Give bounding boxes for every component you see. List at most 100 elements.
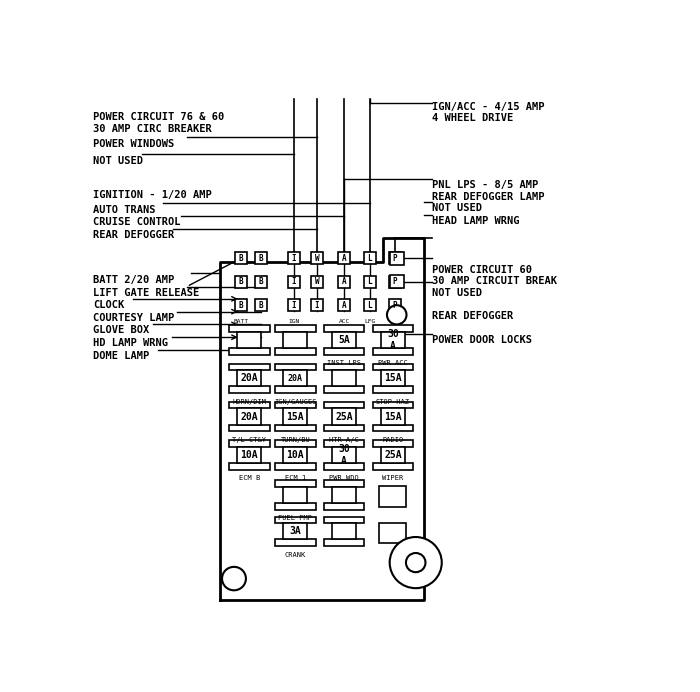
Text: POWER CIRCUIT 76 & 60
30 AMP CIRC BREAKER: POWER CIRCUIT 76 & 60 30 AMP CIRC BREAKE… bbox=[93, 112, 224, 134]
Bar bbox=[390, 275, 403, 289]
Text: T/L CT&Y: T/L CT&Y bbox=[232, 437, 266, 443]
Text: ACC: ACC bbox=[339, 318, 350, 324]
Text: PNL LPS - 8/5 AMP
REAR DEFOGGER LAMP: PNL LPS - 8/5 AMP REAR DEFOGGER LAMP bbox=[432, 180, 545, 201]
Bar bbox=[372, 363, 413, 370]
Bar bbox=[235, 300, 247, 311]
Bar bbox=[275, 348, 316, 354]
Text: HD LAMP WRNG: HD LAMP WRNG bbox=[93, 338, 168, 348]
Text: 20A: 20A bbox=[240, 373, 258, 383]
Bar bbox=[324, 425, 365, 431]
Bar bbox=[255, 300, 267, 311]
Bar bbox=[229, 325, 270, 331]
Bar bbox=[338, 253, 350, 264]
Bar bbox=[275, 425, 316, 431]
Text: W: W bbox=[315, 254, 319, 263]
Bar bbox=[288, 253, 300, 264]
Bar bbox=[237, 447, 261, 463]
Text: W: W bbox=[315, 277, 319, 286]
Text: 25A: 25A bbox=[384, 450, 402, 460]
Text: HORN/DIM: HORN/DIM bbox=[232, 399, 266, 405]
Text: BATT 2/20 AMP: BATT 2/20 AMP bbox=[93, 275, 174, 285]
Bar bbox=[372, 402, 413, 408]
Circle shape bbox=[222, 567, 246, 590]
Bar bbox=[283, 486, 307, 503]
Text: B: B bbox=[259, 277, 263, 286]
Bar bbox=[229, 402, 270, 408]
Text: PWR ACC: PWR ACC bbox=[378, 361, 408, 366]
Text: HTR A/C: HTR A/C bbox=[329, 437, 359, 443]
Text: 10A: 10A bbox=[286, 450, 304, 460]
Bar bbox=[229, 463, 270, 470]
Bar bbox=[275, 402, 316, 408]
Text: 3A: 3A bbox=[289, 526, 301, 536]
Bar bbox=[283, 523, 307, 539]
Text: STOP-HAZ: STOP-HAZ bbox=[376, 399, 410, 405]
Text: IGN: IGN bbox=[288, 318, 300, 324]
Text: CRANK: CRANK bbox=[285, 552, 306, 558]
Text: P: P bbox=[393, 277, 398, 286]
Bar bbox=[324, 325, 365, 331]
Text: 20A: 20A bbox=[240, 412, 258, 421]
Bar bbox=[283, 331, 307, 348]
Bar bbox=[237, 331, 261, 348]
Bar bbox=[332, 523, 356, 539]
Bar bbox=[389, 300, 401, 311]
Bar bbox=[229, 425, 270, 431]
Text: HEAD LAMP WRNG: HEAD LAMP WRNG bbox=[432, 216, 519, 226]
Bar bbox=[324, 386, 365, 393]
Bar bbox=[235, 253, 247, 264]
Bar bbox=[275, 325, 316, 331]
Bar bbox=[324, 440, 365, 447]
Bar bbox=[389, 276, 401, 288]
Bar bbox=[338, 276, 350, 288]
Text: I: I bbox=[291, 277, 296, 286]
Bar bbox=[255, 253, 267, 264]
Text: AUTO TRANS: AUTO TRANS bbox=[93, 205, 155, 215]
Bar bbox=[311, 253, 323, 264]
Bar bbox=[372, 425, 413, 431]
Text: I: I bbox=[291, 301, 296, 310]
Bar bbox=[332, 408, 356, 425]
Bar bbox=[283, 447, 307, 463]
Bar bbox=[324, 480, 365, 486]
Text: 10A: 10A bbox=[240, 450, 258, 460]
Text: PWR WDO: PWR WDO bbox=[329, 475, 359, 482]
Text: POWER CIRCUIT 60
30 AMP CIRCUIT BREAK: POWER CIRCUIT 60 30 AMP CIRCUIT BREAK bbox=[432, 265, 557, 286]
Text: IGN/GAUGES: IGN/GAUGES bbox=[274, 399, 316, 405]
Bar bbox=[324, 363, 365, 370]
Bar bbox=[372, 386, 413, 393]
Text: CRUISE CONTROL: CRUISE CONTROL bbox=[93, 217, 181, 227]
Bar bbox=[229, 348, 270, 354]
Text: L: L bbox=[368, 301, 372, 310]
Text: BATT: BATT bbox=[234, 318, 248, 324]
Text: L: L bbox=[368, 254, 372, 263]
Bar bbox=[332, 331, 356, 348]
Bar bbox=[324, 463, 365, 470]
Bar bbox=[229, 386, 270, 393]
Text: A: A bbox=[342, 277, 346, 286]
Text: REAR DEFOGGER: REAR DEFOGGER bbox=[93, 230, 174, 240]
Text: A: A bbox=[342, 254, 346, 263]
Text: CLOCK: CLOCK bbox=[93, 300, 124, 311]
Bar bbox=[255, 276, 267, 288]
Text: LFG: LFG bbox=[364, 318, 375, 324]
Bar bbox=[338, 300, 350, 311]
Bar bbox=[237, 408, 261, 425]
Text: POWER WINDOWS: POWER WINDOWS bbox=[93, 139, 174, 149]
Bar bbox=[381, 447, 405, 463]
Text: B: B bbox=[239, 254, 244, 263]
Text: ECM 1: ECM 1 bbox=[285, 475, 306, 482]
Text: ECM B: ECM B bbox=[239, 475, 260, 482]
Bar bbox=[389, 253, 401, 264]
Text: I: I bbox=[291, 254, 296, 263]
Text: P: P bbox=[393, 301, 398, 310]
Bar bbox=[379, 522, 407, 543]
Bar bbox=[363, 276, 376, 288]
Bar bbox=[235, 276, 247, 288]
Text: 15A: 15A bbox=[384, 373, 402, 383]
Text: GLOVE BOX: GLOVE BOX bbox=[93, 325, 149, 336]
Bar bbox=[275, 363, 316, 370]
Bar bbox=[332, 447, 356, 463]
Bar bbox=[324, 402, 365, 408]
Text: 15A: 15A bbox=[384, 412, 402, 421]
